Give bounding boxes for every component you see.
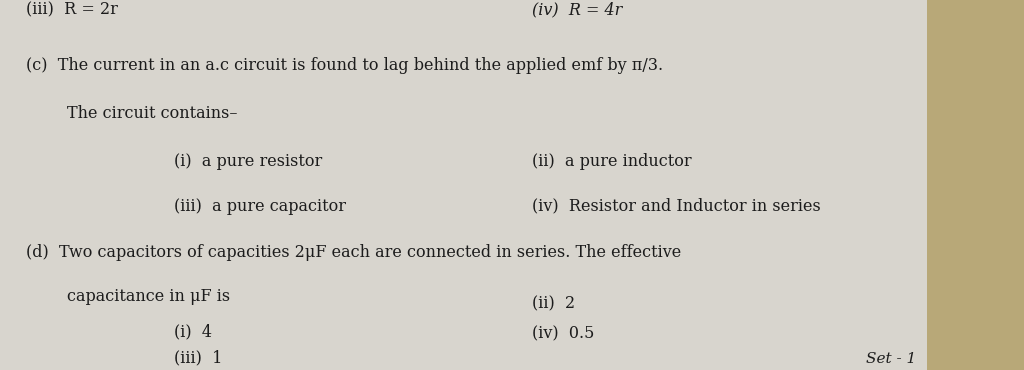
Text: (iv)  Resistor and Inductor in series: (iv) Resistor and Inductor in series [532,198,821,215]
Text: (iii)  1: (iii) 1 [174,349,222,366]
Text: (ii)  a pure inductor: (ii) a pure inductor [532,153,692,170]
Text: (iii)  R = 2r: (iii) R = 2r [26,1,118,18]
Text: (iv)  0.5: (iv) 0.5 [532,325,595,342]
Text: (i)  a pure resistor: (i) a pure resistor [174,153,323,170]
Text: (i)  4: (i) 4 [174,323,212,340]
Text: (d)  Two capacitors of capacities 2μF each are connected in series. The effectiv: (d) Two capacitors of capacities 2μF eac… [26,244,681,261]
Text: (iv)  R = 4r: (iv) R = 4r [532,1,623,18]
Text: (ii)  2: (ii) 2 [532,296,575,313]
Text: The circuit contains–: The circuit contains– [67,105,238,122]
Text: Set - 1: Set - 1 [866,352,916,366]
FancyBboxPatch shape [0,0,927,370]
Text: (c)  The current in an a.c circuit is found to lag behind the applied emf by π/3: (c) The current in an a.c circuit is fou… [26,57,663,74]
Text: (iii)  a pure capacitor: (iii) a pure capacitor [174,198,346,215]
Text: capacitance in μF is: capacitance in μF is [67,288,229,305]
